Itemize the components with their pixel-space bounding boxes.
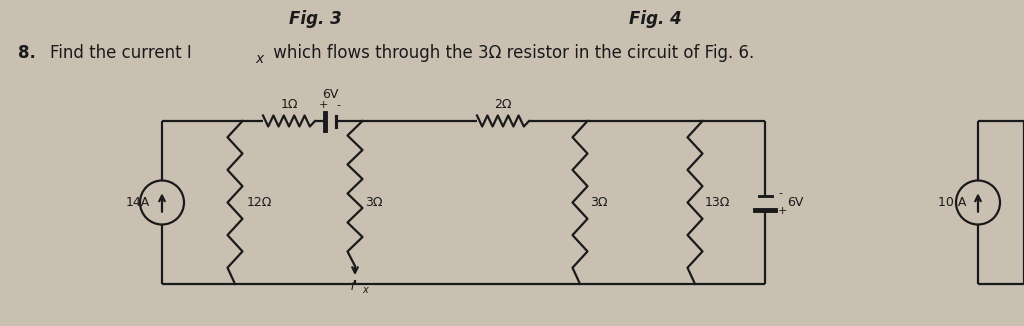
Text: Find the current I: Find the current I [50, 44, 191, 62]
Text: 3Ω: 3Ω [365, 196, 383, 209]
Text: 12Ω: 12Ω [247, 196, 272, 209]
Text: 14A: 14A [126, 196, 150, 209]
Text: +: + [318, 100, 328, 110]
Text: +: + [778, 206, 787, 216]
Text: 6V: 6V [787, 196, 804, 209]
Text: 6V: 6V [323, 88, 339, 101]
Text: 13Ω: 13Ω [705, 196, 730, 209]
Text: 3Ω: 3Ω [590, 196, 607, 209]
Text: I: I [351, 282, 354, 292]
Text: 8.: 8. [18, 44, 36, 62]
Text: Fig. 3: Fig. 3 [289, 10, 341, 28]
Text: -: - [778, 188, 782, 199]
Text: x: x [256, 52, 264, 66]
Text: 10 A: 10 A [938, 196, 966, 209]
Text: 2Ω: 2Ω [495, 98, 512, 111]
Text: 1Ω: 1Ω [281, 98, 298, 111]
Text: which flows through the 3Ω resistor in the circuit of Fig. 6.: which flows through the 3Ω resistor in t… [268, 44, 755, 62]
Text: -: - [336, 100, 340, 110]
Text: x: x [362, 285, 368, 295]
Text: Fig. 4: Fig. 4 [629, 10, 681, 28]
